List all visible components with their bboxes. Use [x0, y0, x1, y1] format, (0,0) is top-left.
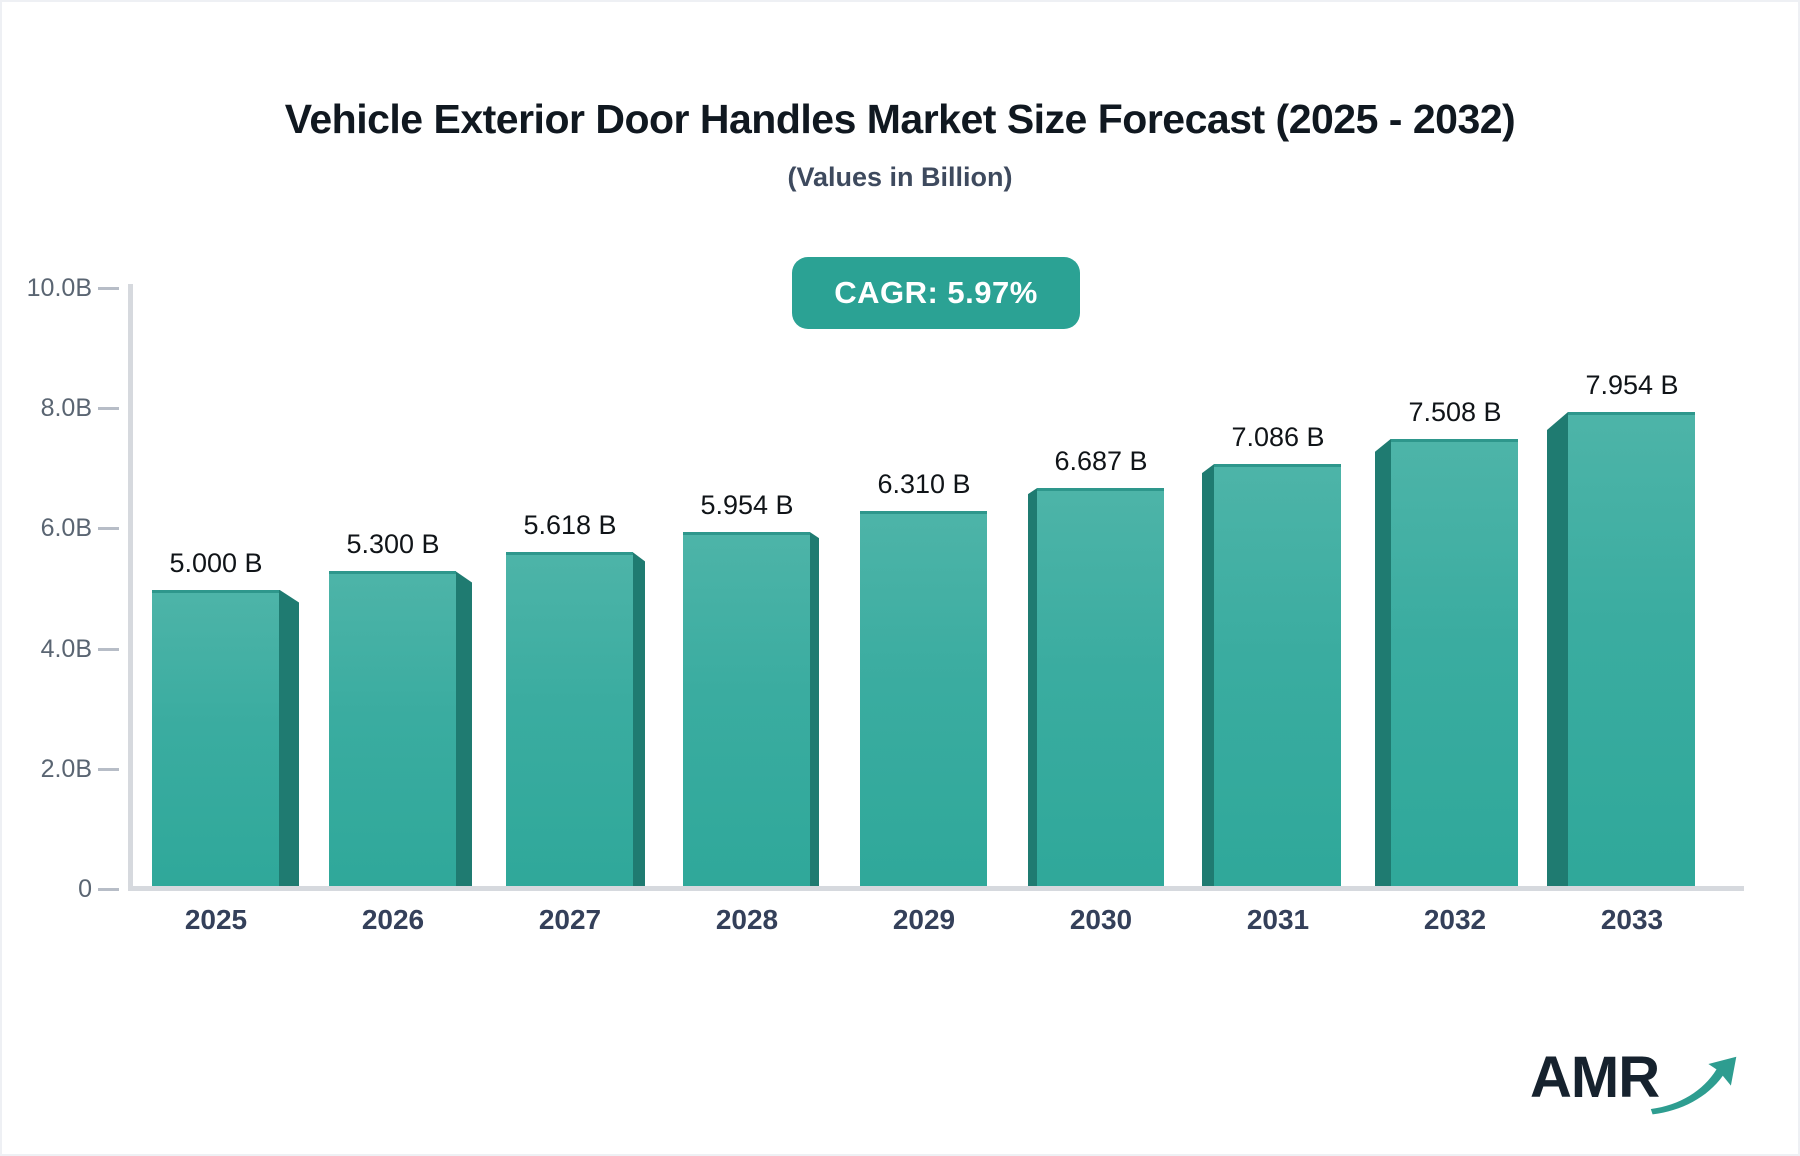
y-axis-label: 4.0B: [40, 634, 92, 663]
growth-arrow-icon: [1650, 1056, 1737, 1115]
bar-face: [860, 510, 987, 890]
chart-subtitle: (Values in Billion): [787, 162, 1013, 192]
x-axis-label: 2033: [1600, 904, 1664, 935]
bar-side: [810, 532, 819, 890]
amr-logo-text: AMR: [1530, 1045, 1660, 1110]
bar-face: [1037, 488, 1164, 890]
bar-face: [329, 571, 456, 890]
bar-face: [683, 532, 810, 890]
bar-face: [152, 589, 279, 890]
bar-face: [1391, 438, 1518, 890]
x-axis-label: 2029: [892, 904, 956, 935]
bar-value-label: 6.687 B: [1054, 446, 1148, 477]
bar-value-label: 5.618 B: [523, 510, 617, 541]
y-axis-tick: [98, 407, 119, 411]
y-axis-tick: [98, 287, 119, 290]
x-axis-line: [128, 886, 1744, 891]
bar-side: [1375, 438, 1391, 890]
bar-side: [633, 552, 645, 890]
bar-value-label: 6.310 B: [877, 468, 971, 499]
y-axis-tick: [98, 767, 119, 771]
x-axis-label: 2028: [715, 904, 779, 935]
y-axis-label: 2.0B: [40, 754, 92, 783]
chart-title: Vehicle Exterior Door Handles Market Siz…: [284, 96, 1516, 142]
x-axis-label: 2027: [538, 904, 602, 935]
y-axis-tick: [98, 888, 119, 891]
y-axis-label: 8.0B: [40, 394, 92, 423]
bar-value-label: 7.086 B: [1231, 422, 1325, 453]
y-axis-tick: [98, 647, 119, 651]
y-axis-label: 6.0B: [40, 514, 92, 543]
bar-side: [1028, 488, 1037, 890]
bar-face: [1568, 411, 1695, 890]
y-axis-line: [128, 284, 133, 890]
bar-value-label: 5.954 B: [700, 490, 794, 521]
x-axis-label: 2030: [1069, 904, 1133, 935]
x-axis-label: 2025: [184, 904, 248, 935]
bar-side: [456, 571, 472, 890]
bar-side: [1202, 464, 1214, 890]
bar-value-label: 7.508 B: [1408, 396, 1502, 427]
bar-value-label: 5.000 B: [169, 547, 263, 578]
bar-side: [1547, 411, 1568, 890]
bar-face: [506, 552, 633, 890]
x-axis-label: 2031: [1246, 904, 1310, 935]
y-axis-tick: [98, 527, 119, 531]
x-axis-label: 2026: [361, 904, 425, 935]
bar-value-label: 5.300 B: [346, 529, 440, 560]
amr-logo: AMR: [1530, 1038, 1740, 1122]
bar-value-label: 7.954 B: [1585, 369, 1679, 400]
y-axis-label: 0: [78, 875, 92, 903]
cagr-badge: CAGR: 5.97%: [792, 257, 1080, 329]
bar-side: [279, 589, 299, 890]
bar-face: [1214, 464, 1341, 890]
x-axis-label: 2032: [1423, 904, 1487, 935]
y-axis-label: 10.0B: [26, 274, 92, 302]
